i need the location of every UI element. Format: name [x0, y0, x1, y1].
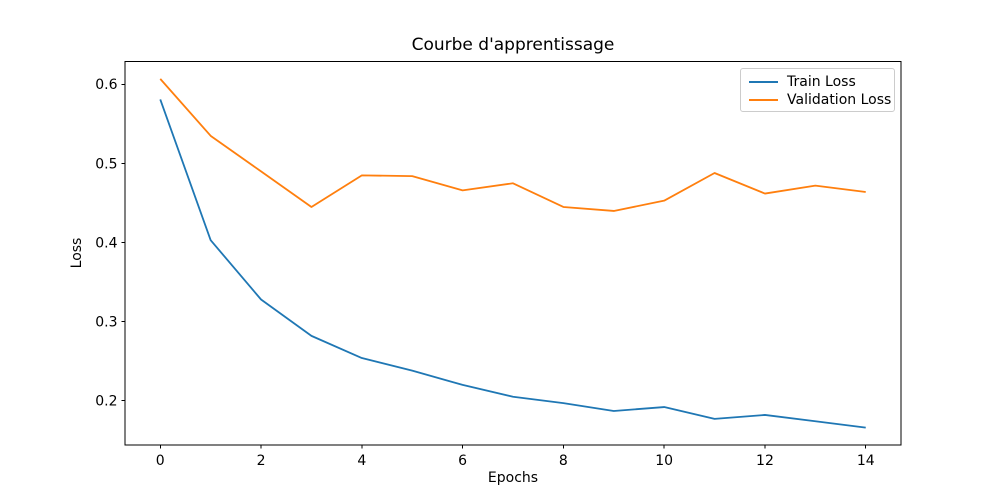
legend-label-validation-loss: Validation Loss: [787, 92, 892, 108]
y-tick-label: 0.4: [95, 235, 117, 251]
y-tick-label: 0.3: [95, 314, 117, 330]
x-tick-label: 2: [257, 453, 266, 469]
train-loss-line-swatch: [749, 81, 778, 83]
legend-item-validation-loss: Validation Loss: [749, 91, 891, 109]
x-tick-label: 8: [559, 453, 568, 469]
train-loss-line: [159, 99, 866, 429]
validation-loss-line-swatch: [749, 99, 778, 101]
legend: Train Loss Validation Loss: [740, 68, 895, 112]
y-axis-label: Loss: [69, 237, 85, 269]
x-tick-label: 14: [857, 453, 875, 469]
x-tick-label: 10: [655, 453, 673, 469]
legend-label-train-loss: Train Loss: [787, 74, 856, 90]
y-tick-label: 0.2: [95, 394, 117, 410]
x-tick-label: 12: [756, 453, 774, 469]
x-tick-label: 6: [458, 453, 467, 469]
y-tick-label: 0.6: [95, 77, 117, 93]
axes-spines: [124, 61, 902, 446]
x-tick-label: 4: [357, 453, 366, 469]
validation-loss-line: [159, 78, 866, 212]
x-axis-label: Epochs: [487, 470, 539, 486]
chart-title: Courbe d'apprentissage: [411, 35, 615, 55]
y-tick-label: 0.5: [95, 156, 117, 172]
legend-item-train-loss: Train Loss: [749, 73, 886, 91]
x-tick-label: 0: [156, 453, 165, 469]
